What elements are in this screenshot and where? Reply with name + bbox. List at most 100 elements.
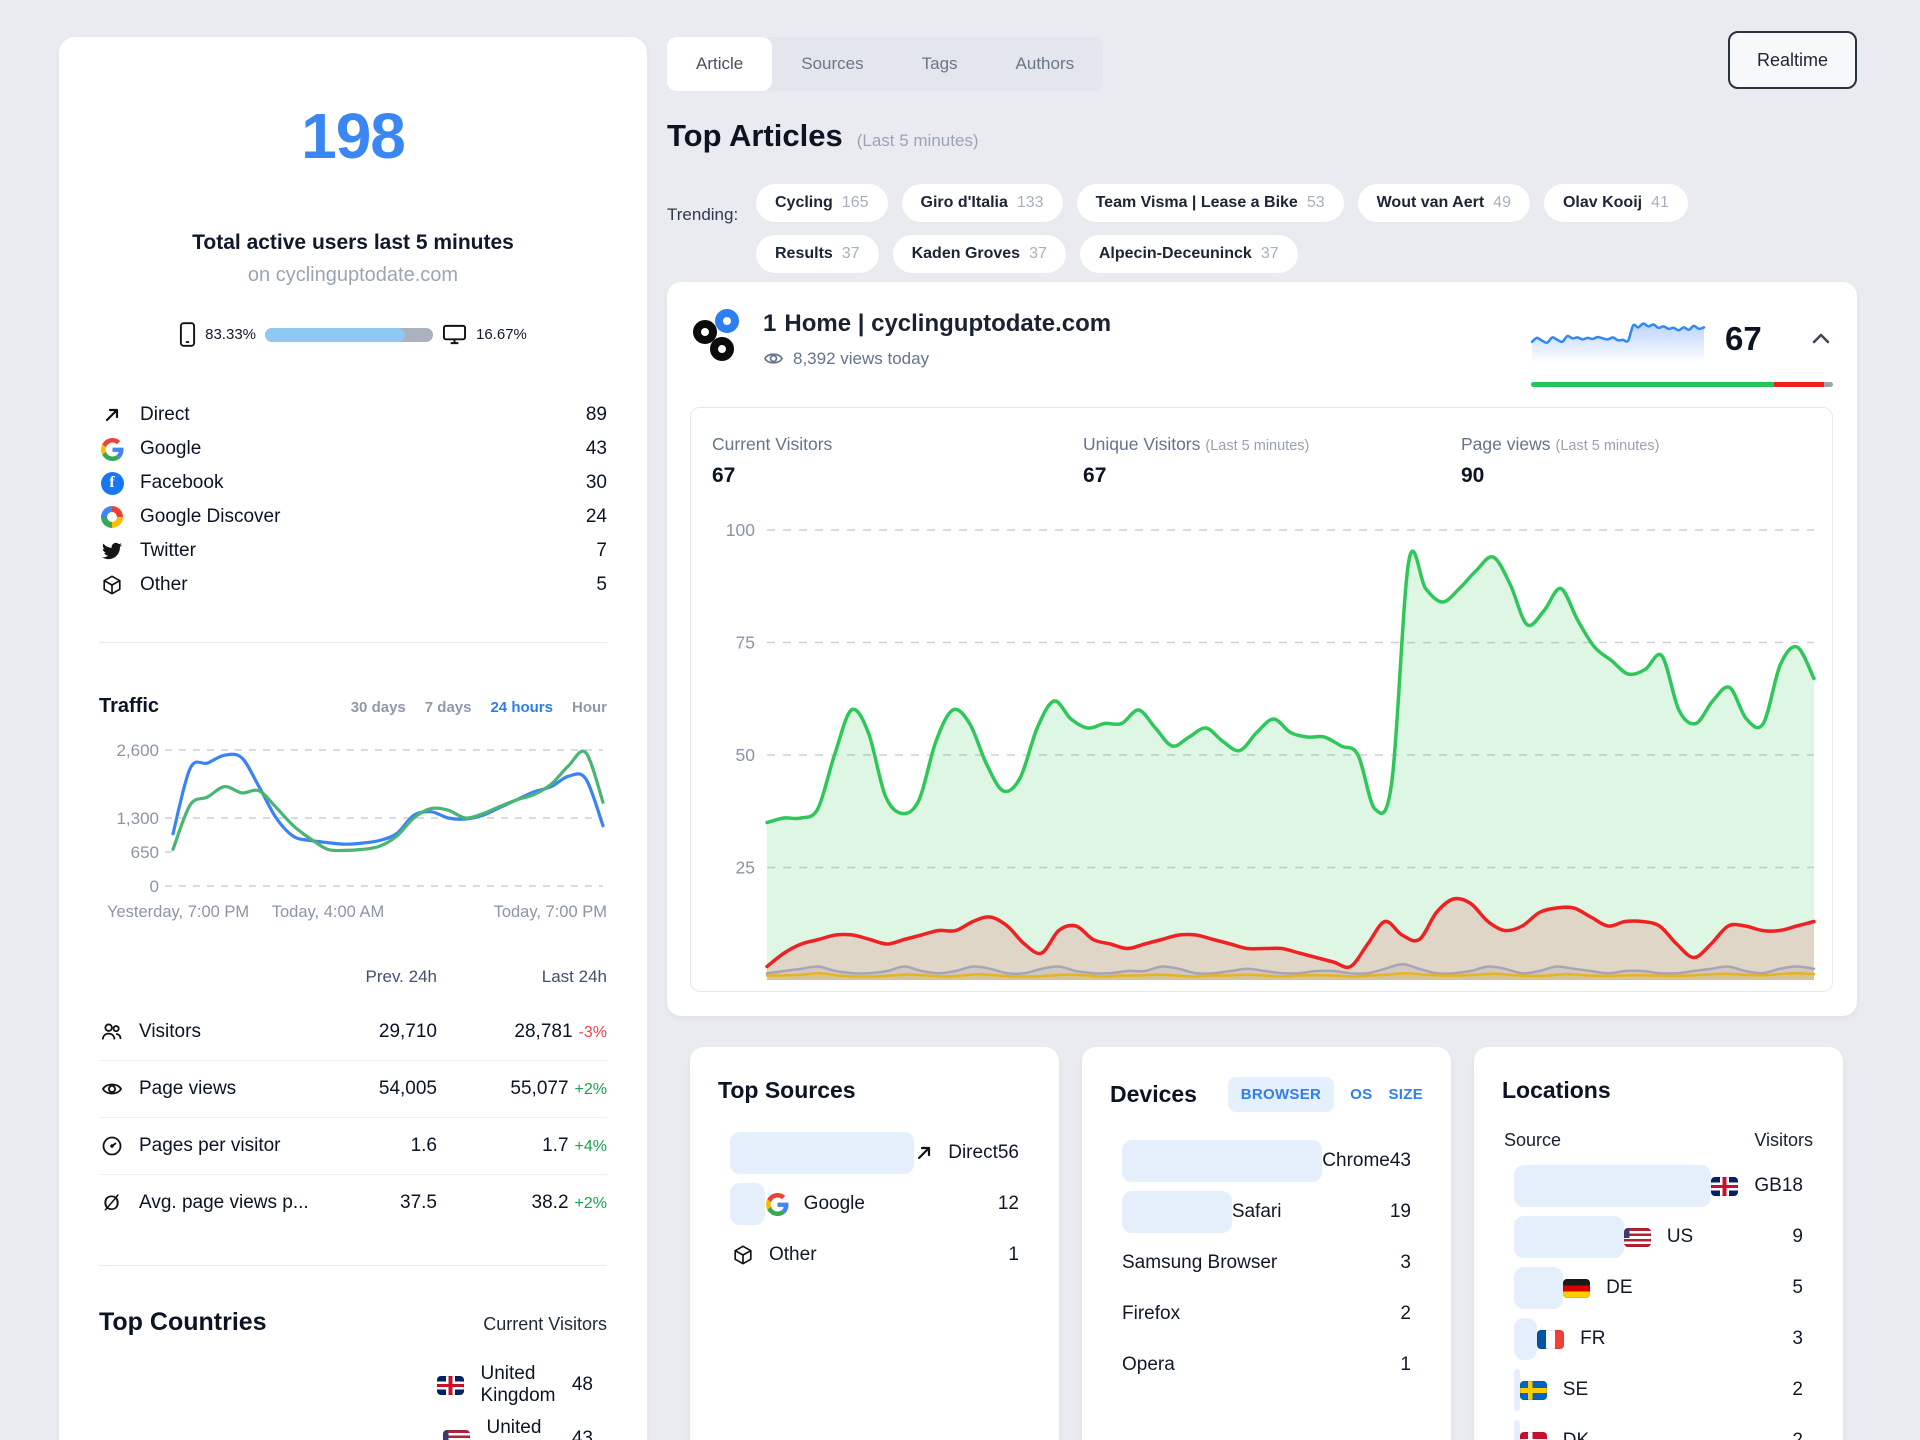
device-split: 83.33% 16.67% (99, 321, 607, 348)
source-label: Facebook (140, 472, 224, 493)
tab-authors[interactable]: Authors (1015, 54, 1075, 73)
top-source-row[interactable]: Other 1 (718, 1234, 1031, 1276)
realtime-summary-panel: 198 Total active users last 5 minutes on… (59, 37, 647, 1440)
source-row[interactable]: Google Discover 24 (99, 500, 607, 534)
highlight-bar (730, 1183, 765, 1225)
device-row[interactable]: Firefox 2 (1110, 1293, 1423, 1335)
stat-last-number: 1.7 (542, 1135, 569, 1156)
stat-last-value: 1.7 +4% (437, 1135, 607, 1157)
cube-icon (99, 572, 125, 598)
devices-list: Chrome 43 Safari 19 Samsung Browser 3 Firefox 2… (1110, 1140, 1423, 1386)
location-row[interactable]: DE 5 (1502, 1267, 1815, 1309)
google-discover-icon (99, 504, 125, 530)
trending-chip[interactable]: Olav Kooij 41 (1542, 183, 1689, 223)
location-visitors: 9 (1792, 1226, 1803, 1247)
traffic-x-label: Today, 4:00 AM (271, 903, 385, 921)
source-row[interactable]: f Facebook 30 (99, 466, 607, 500)
source-label: Google (140, 438, 202, 459)
location-row[interactable]: DK 2 (1502, 1420, 1815, 1440)
device-row[interactable]: Samsung Browser 3 (1110, 1242, 1423, 1284)
article-stat-name: Page views (1460, 434, 1551, 454)
source-label: Twitter (140, 540, 196, 561)
country-row[interactable]: United States 43 (99, 1417, 607, 1440)
tab-sources[interactable]: Sources (801, 54, 864, 73)
devices-tab-size[interactable]: SIZE (1388, 1086, 1423, 1103)
stat-last-value: 38.2 +2% (437, 1192, 607, 1214)
stat-row: Visitors 29,710 28,781 -3% (99, 1003, 607, 1060)
cube-icon (730, 1243, 755, 1268)
page-heading: Top Articles (Last 5 minutes) (667, 118, 979, 154)
article-stat-value: 67 (1083, 464, 1107, 487)
traffic-chart: 2,600 1,300 650 0 (99, 738, 607, 903)
source-label: Google Discover (140, 506, 281, 527)
traffic-x-axis-labels: Yesterday, 7:00 PM Today, 4:00 AM Today, 7… (99, 903, 607, 927)
trending-chip-count: 53 (1306, 194, 1325, 211)
highlight-bar (1514, 1420, 1520, 1440)
source-value: 30 (585, 472, 607, 493)
location-row[interactable]: SE 2 (1502, 1369, 1815, 1411)
active-users-title: Total active users last 5 minutes (192, 231, 514, 254)
source-row[interactable]: Direct 89 (99, 398, 607, 432)
devices-tab-os[interactable]: OS (1350, 1086, 1373, 1103)
top-sources-list: Direct 56 Google 12 Other 1 (718, 1132, 1031, 1276)
trending-chip-count: 41 (1651, 194, 1669, 211)
device-split-bar-fill (265, 327, 405, 342)
country-name: United States (486, 1417, 542, 1440)
location-row[interactable]: FR 3 (1502, 1318, 1815, 1360)
device-row[interactable]: Safari 19 (1110, 1191, 1423, 1233)
locations-card: Locations Source Visitors GB 18 US 9 DE 5 FR 3 S… (1474, 1047, 1843, 1440)
traffic-range-24-hours[interactable]: 24 hours (490, 699, 553, 716)
device-row[interactable]: Opera 1 (1110, 1344, 1423, 1386)
country-row[interactable]: United Kingdom 48 (99, 1363, 607, 1407)
traffic-range-hour[interactable]: Hour (572, 699, 607, 716)
traffic-range-30-days[interactable]: 30 days (350, 699, 406, 716)
device-label: Samsung Browser (1122, 1252, 1278, 1273)
chevron-up-icon[interactable] (1809, 327, 1833, 351)
device-row[interactable]: Chrome 43 (1110, 1140, 1423, 1182)
locations-col-source: Source (1504, 1130, 1562, 1150)
arrow-up-right-icon (99, 402, 125, 428)
top-article-card: 1 Home | cyclinguptodate.com 8,392 views … (667, 282, 1857, 1016)
gb-flag-icon (437, 1375, 465, 1395)
trending-chip[interactable]: Results 37 (755, 234, 880, 274)
traffic-range-7-days[interactable]: 7 days (424, 699, 472, 716)
article-title[interactable]: 1 Home | cyclinguptodate.com (763, 310, 1111, 338)
top-countries-list: United Kingdom 48 United States 43 (99, 1363, 607, 1440)
stat-label: Page views (99, 1078, 317, 1100)
source-row[interactable]: Other 5 (99, 568, 607, 602)
location-row[interactable]: US 9 (1502, 1216, 1815, 1258)
top-source-row[interactable]: Direct 56 (718, 1132, 1031, 1174)
article-stat: Current Visitors 67 (712, 434, 1083, 488)
trending-chip[interactable]: Team Visma | Lease a Bike 53 (1075, 183, 1345, 223)
article-stat-name: Unique Visitors (1083, 434, 1201, 454)
divider (99, 642, 607, 643)
source-value: 1 (1008, 1244, 1019, 1265)
trending-chip[interactable]: Wout van Aert 49 (1356, 183, 1531, 223)
trending-chip[interactable]: Giro d'Italia 133 (900, 183, 1064, 223)
stat-label: Ø Avg. page views p... (99, 1192, 317, 1214)
stat-delta: +4% (574, 1138, 607, 1155)
country-visitors: 48 (571, 1374, 593, 1395)
realtime-button[interactable]: Realtime (1727, 31, 1857, 89)
location-row[interactable]: GB 18 (1502, 1165, 1815, 1207)
highlight-bar (1122, 1140, 1323, 1182)
progress-segment-gray (1823, 382, 1833, 387)
article-header[interactable]: 1 Home | cyclinguptodate.com 8,392 views … (691, 308, 1833, 387)
highlight-bar (1122, 1191, 1232, 1233)
location-visitors: 5 (1792, 1277, 1803, 1298)
article-views-text: 8,392 views today (793, 348, 930, 368)
article-score: 67 (1725, 319, 1762, 357)
tab-article[interactable]: Article (667, 37, 773, 91)
eye-icon (99, 1078, 124, 1100)
tab-tags[interactable]: Tags (921, 54, 958, 73)
source-row[interactable]: Google 43 (99, 432, 607, 466)
trending-chip[interactable]: Kaden Groves 37 (891, 234, 1067, 274)
us-flag-icon (443, 1429, 471, 1440)
source-value: 7 (596, 540, 607, 561)
source-row[interactable]: Twitter 7 (99, 534, 607, 568)
top-source-row[interactable]: Google 12 (718, 1183, 1031, 1225)
trending-chip[interactable]: Cycling 165 (755, 183, 889, 223)
traffic-x-label: Yesterday, 7:00 PM (107, 903, 250, 921)
devices-tab-browser[interactable]: BROWSER (1227, 1077, 1335, 1112)
trending-chip[interactable]: Alpecin-Deceuninck 37 (1078, 234, 1299, 274)
